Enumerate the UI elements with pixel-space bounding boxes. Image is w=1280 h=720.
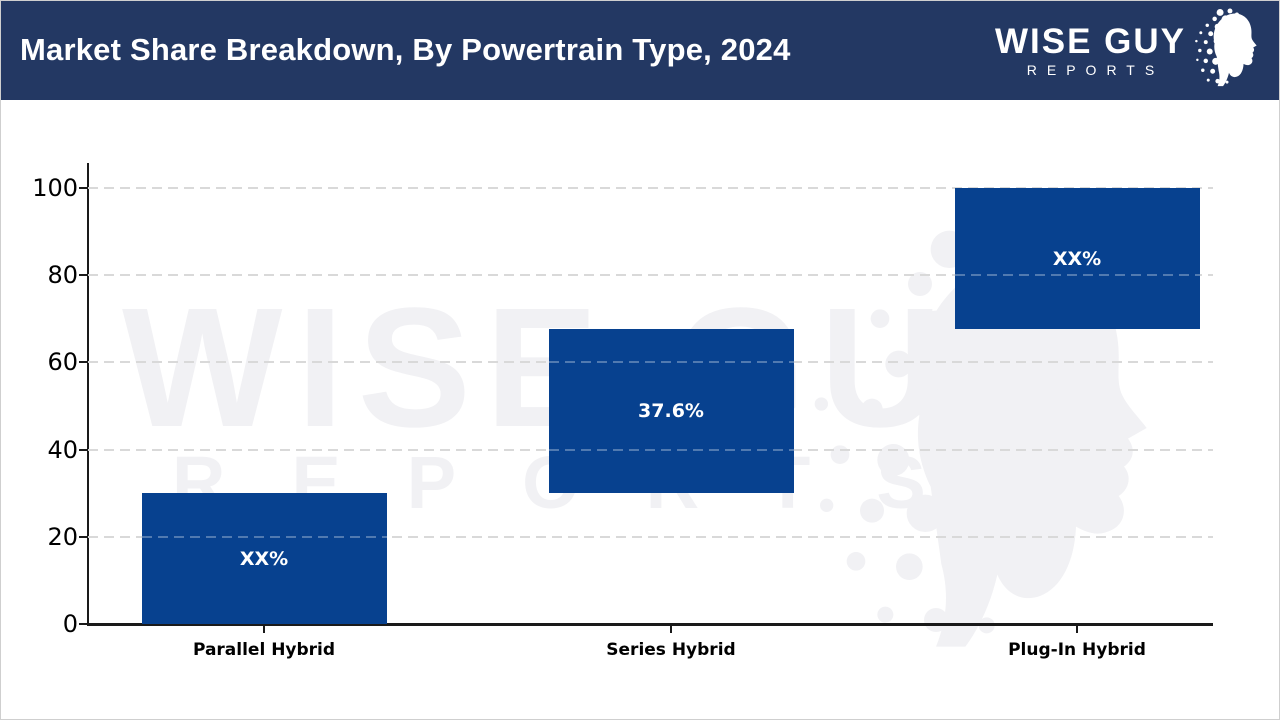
gridline	[88, 535, 1213, 538]
face-logo-icon	[1190, 8, 1266, 92]
y-tick-label: 0	[62, 610, 78, 638]
y-tick-label: 80	[47, 261, 78, 290]
y-tick-label: 60	[47, 348, 78, 377]
logo-subtitle: REPORTS	[1026, 61, 1165, 78]
y-tick-mark	[79, 535, 88, 538]
header-bar: Market Share Breakdown, By Powertrain Ty…	[0, 0, 1280, 100]
bar: XX%	[954, 188, 1200, 330]
y-tick-mark	[79, 448, 88, 451]
gridline-over-bar	[548, 448, 794, 451]
wise-guy-logo: WISE GUY REPORTS	[995, 8, 1266, 92]
x-tick-label: Parallel Hybrid	[192, 640, 336, 660]
y-tick-mark	[79, 361, 88, 364]
y-tick-mark	[79, 274, 88, 277]
x-tick-mark	[1076, 626, 1078, 633]
x-tick-mark	[670, 626, 672, 633]
y-tick-mark	[79, 623, 88, 625]
y-tick-mark	[79, 187, 88, 189]
y-tick-label: 20	[47, 522, 78, 551]
logo-wordmark: WISE GUY	[994, 21, 1186, 61]
bar-value-label: XX%	[1052, 247, 1102, 270]
gridline	[88, 274, 1213, 277]
bar-value-label: XX%	[239, 547, 289, 570]
gridline	[88, 187, 1213, 189]
y-tick-label: 40	[47, 435, 78, 464]
x-tick-label: Plug-In Hybrid	[1008, 640, 1146, 660]
x-axis-line	[87, 623, 1213, 626]
gridline-over-bar	[141, 535, 387, 538]
x-tick-label: Series Hybrid	[606, 640, 736, 660]
bar: 37.6%	[548, 329, 794, 494]
bar-value-label: 37.6%	[638, 400, 704, 423]
bar: XX%	[141, 493, 387, 624]
gridline-over-bar	[548, 361, 794, 364]
page-title: Market Share Breakdown, By Powertrain Ty…	[20, 32, 791, 67]
x-tick-mark	[263, 626, 265, 633]
gridline-over-bar	[954, 274, 1200, 277]
y-tick-label: 100	[32, 174, 78, 202]
y-axis-line	[87, 163, 89, 625]
logo-text: WISE GUY REPORTS	[995, 24, 1186, 77]
